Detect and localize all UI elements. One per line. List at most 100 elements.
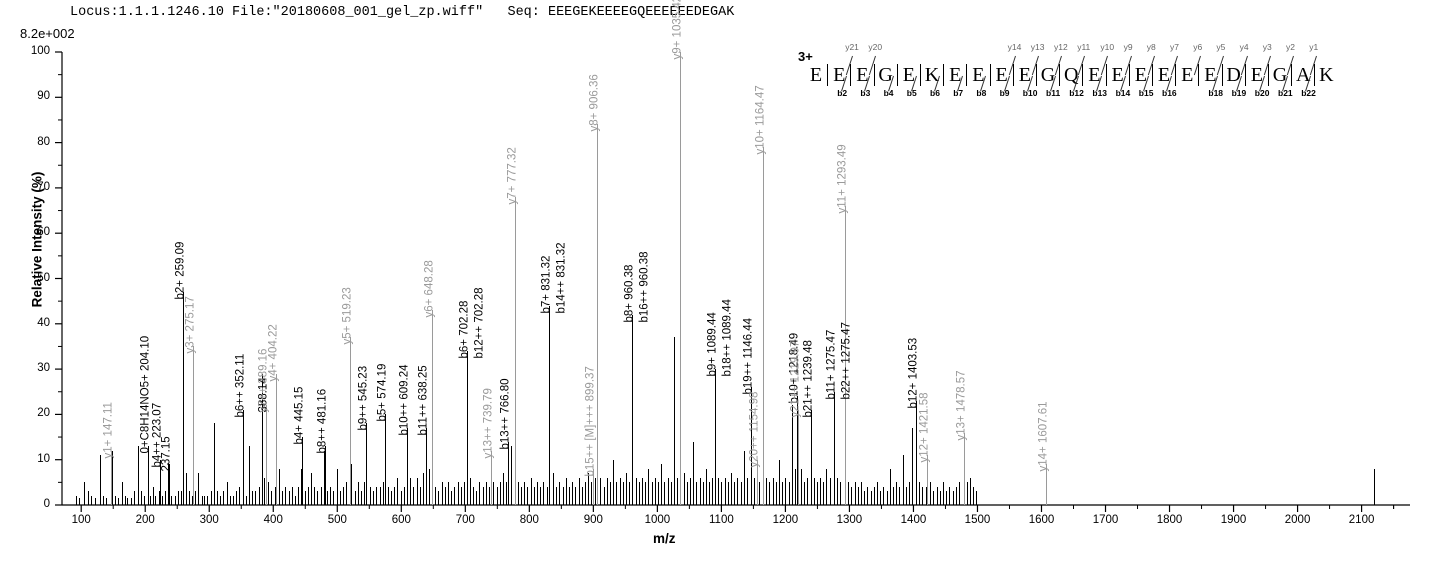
spectrum-peak	[207, 495, 208, 505]
spectrum-peak	[664, 482, 665, 505]
spectrum-peak	[308, 486, 309, 505]
x-axis-tick-label: 1000	[644, 514, 671, 526]
b-ion-label: b7	[953, 88, 964, 98]
x-axis-tick-label: 800	[519, 514, 539, 526]
spectrum-peak	[141, 491, 142, 505]
spectrum-peak	[830, 477, 831, 505]
spectrum-peak	[687, 482, 688, 505]
spectrum-peak	[757, 459, 758, 505]
spectrum-peak	[111, 450, 112, 505]
spectrum-peak	[680, 52, 681, 505]
spectrum-peak	[361, 491, 362, 505]
peak-annotation-label: y5+ 519.23	[341, 287, 354, 345]
y-ion-label: y12	[1054, 42, 1068, 52]
spectrum-peak	[508, 441, 509, 505]
spectrum-peak	[946, 491, 947, 505]
spectrum-peak	[127, 498, 128, 505]
spectrum-peak	[655, 477, 656, 505]
spectrum-peak	[916, 400, 917, 505]
spectrum-peak	[848, 482, 849, 505]
spectrum-peak	[912, 427, 913, 505]
x-axis-tick-label: 1300	[836, 514, 863, 526]
spectrum-peak	[652, 482, 653, 505]
b-ion-label: b12	[1069, 88, 1084, 98]
spectrum-peak	[970, 477, 971, 505]
spectrum-peak	[239, 486, 240, 505]
spectrum-peak	[282, 491, 283, 505]
spectrum-peak	[629, 482, 630, 505]
spectrum-header-title: Locus:1.1.1.1246.10 File:"20180608_001_g…	[70, 5, 735, 20]
spectrum-peak	[661, 464, 662, 505]
spectrum-peak	[159, 491, 160, 505]
spectrum-peak	[715, 369, 716, 505]
residue-separator	[989, 64, 991, 86]
peak-annotation-label: y14+ 1607.61	[1037, 401, 1050, 472]
spectrum-peak	[616, 482, 617, 505]
peptide-residue: E	[1111, 64, 1124, 86]
spectrum-peak	[195, 491, 196, 505]
spectrum-peak	[202, 495, 203, 505]
spectrum-peak	[855, 482, 856, 505]
spectrum-peak	[343, 486, 344, 505]
residue-separator	[1268, 64, 1269, 86]
peptide-residue: E	[995, 64, 1008, 86]
spectrum-peak	[153, 486, 154, 505]
peptide-residue: G	[878, 64, 893, 86]
residue-separator	[1175, 64, 1177, 86]
b-ion-label: b13	[1092, 88, 1108, 98]
x-axis-tick-label: 1800	[1156, 514, 1183, 526]
spectrum-peak	[144, 495, 145, 505]
y-ion-label: y10	[1100, 42, 1115, 52]
spectrum-peak	[737, 477, 738, 505]
peptide-residue: K	[1319, 64, 1334, 86]
spectrum-peak	[636, 477, 637, 505]
x-axis-tick-label: 100	[71, 514, 91, 526]
spectrum-peak	[696, 482, 697, 505]
spectrum-peak	[189, 491, 190, 505]
peptide-residue: E	[1134, 64, 1147, 86]
spectrum-peak	[138, 446, 139, 505]
spectrum-peak	[125, 495, 126, 505]
spectrum-peak	[595, 477, 596, 505]
spectrum-peak	[198, 473, 199, 505]
residue-separator	[1244, 64, 1246, 86]
spectrum-peak	[607, 477, 608, 505]
spectrum-peak	[298, 486, 299, 505]
spectrum-peak	[391, 491, 392, 505]
spectrum-peak	[168, 464, 169, 505]
spectrum-peak	[893, 486, 894, 505]
spectrum-peak	[785, 477, 786, 505]
spectrum-peak	[448, 482, 449, 505]
spectrum-peak	[817, 482, 818, 505]
y-ion-label: y6	[1193, 42, 1203, 52]
spectrum-peak	[289, 491, 290, 505]
spectrum-peak	[366, 423, 367, 505]
residue-separator	[1082, 64, 1084, 86]
spectrum-peak	[864, 491, 865, 505]
spectrum-peak	[380, 486, 381, 505]
spectrum-peak	[949, 486, 950, 505]
spectrum-peak	[76, 495, 77, 505]
spectrum-peak	[350, 337, 351, 505]
residue-separator	[1059, 64, 1061, 86]
spectrum-peak	[204, 495, 205, 505]
residue-separator	[1152, 64, 1153, 86]
precursor-charge-label: 3+	[798, 49, 813, 64]
spectrum-peak	[317, 491, 318, 505]
peak-annotation-label: y13+ 1478.57	[955, 369, 968, 441]
peptide-residue: Q	[1063, 64, 1079, 86]
peak-annotation-label: b22++ 1275.47	[840, 321, 853, 400]
spectrum-peak	[122, 482, 123, 505]
peak-annotation-label: 0+C8H14NO5+ 204.10	[139, 335, 152, 454]
spectrum-peak	[364, 482, 365, 505]
spectrum-peak	[500, 482, 501, 505]
spectrum-peak	[797, 396, 798, 505]
spectrum-peak	[826, 468, 827, 505]
spectrum-peak	[249, 446, 250, 505]
spectrum-peak	[751, 387, 752, 505]
spectrum-peak	[734, 482, 735, 505]
peak-annotation-label: b6+ 702.28	[458, 300, 471, 359]
spectrum-peak	[236, 491, 237, 505]
y-ion-label: y2	[1286, 42, 1295, 52]
